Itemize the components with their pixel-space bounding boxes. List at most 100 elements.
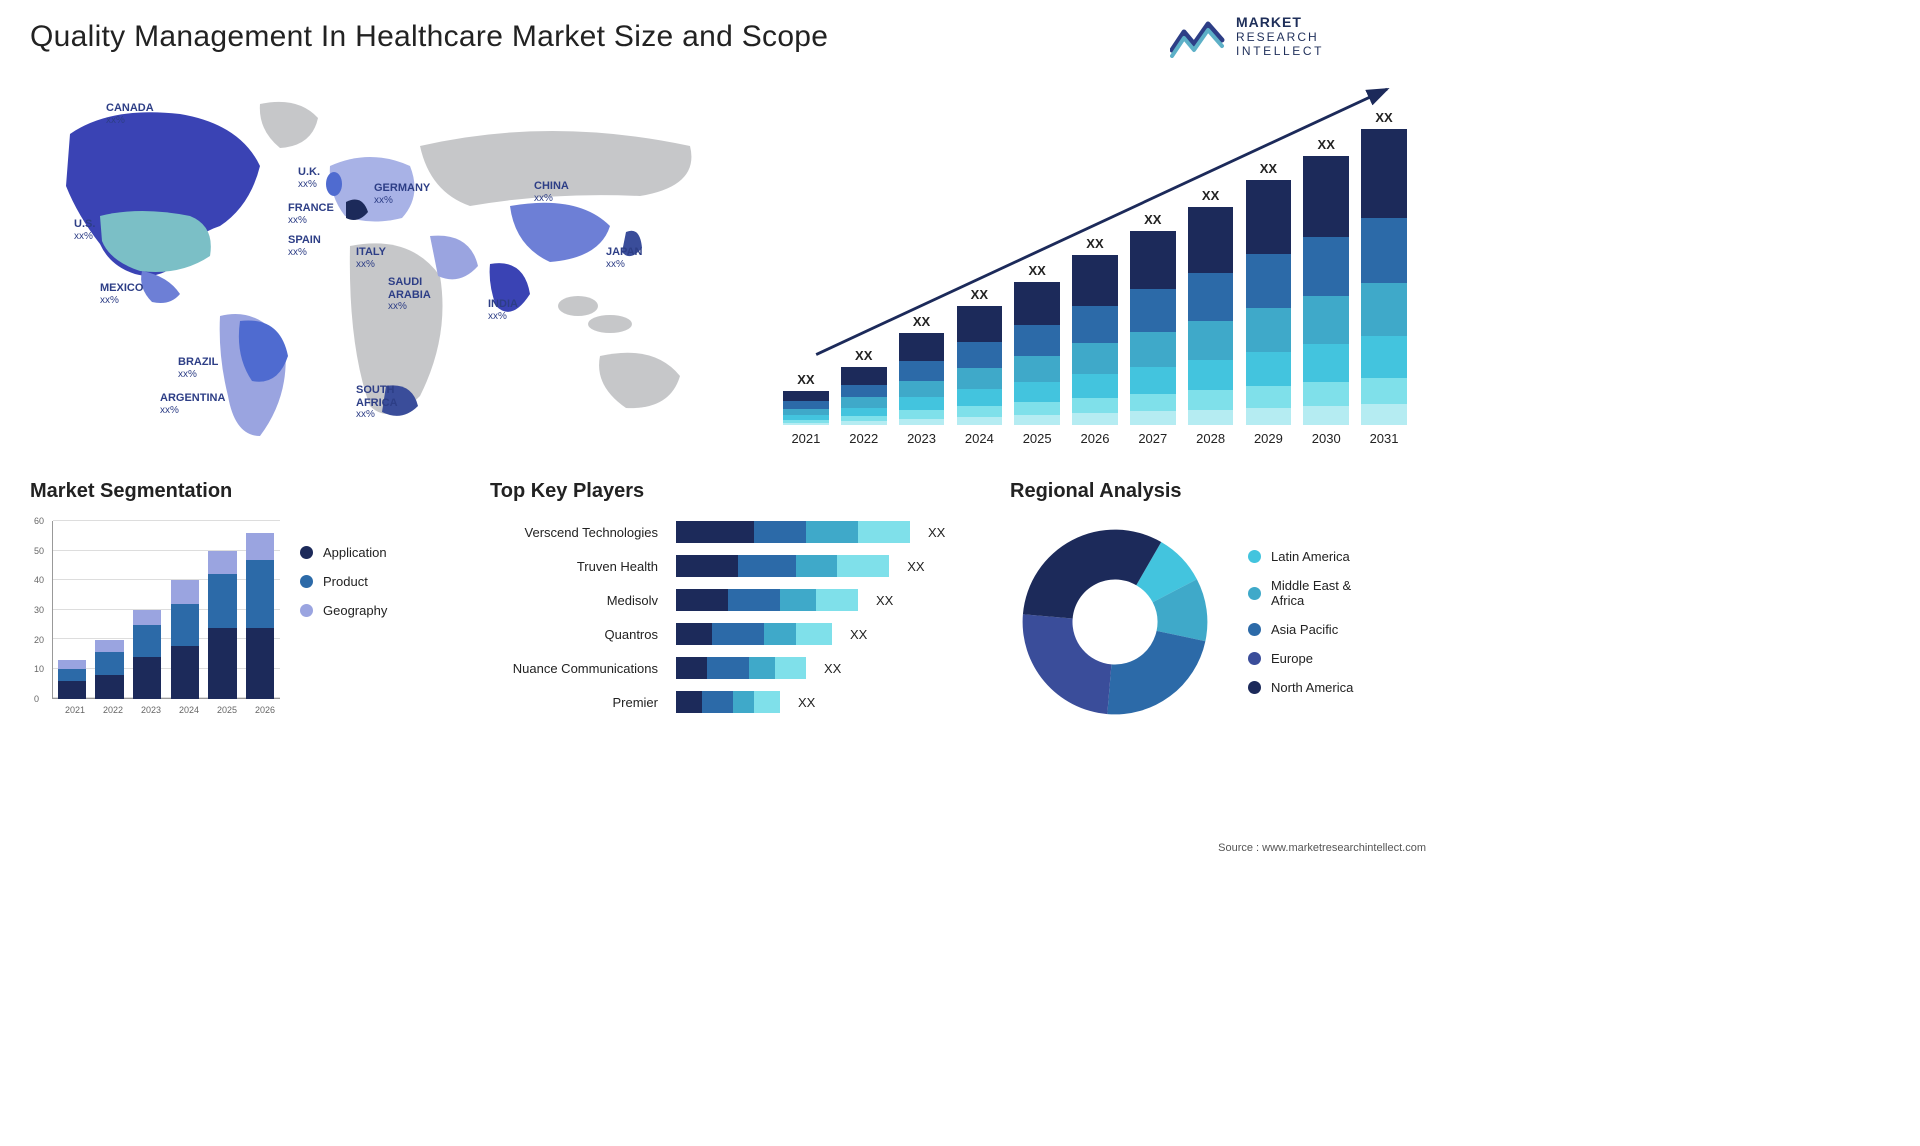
legend-label: Product [323,574,368,589]
bottom-row: Market Segmentation 01020304050602021202… [30,480,1410,727]
player-row: MedisolvXX [490,585,980,615]
logo-line-2: RESEARCH [1236,31,1324,43]
logo-line-1: MARKET [1236,15,1324,29]
seg-ytick: 10 [34,664,44,674]
legend-dot-icon [300,604,313,617]
player-label: Verscend Technologies [490,525,666,540]
top-row: CANADAxx%U.S.xx%MEXICOxx%BRAZILxx%ARGENT… [30,66,1410,456]
player-value: XX [824,661,841,676]
map-label-saudi-arabia: SAUDIARABIAxx% [388,276,431,313]
legend-label: Geography [323,603,387,618]
growth-col-2022: XX2022 [838,106,890,446]
growth-bar [957,306,1003,425]
growth-year-label: 2026 [1081,431,1110,446]
world-map-panel: CANADAxx%U.S.xx%MEXICOxx%BRAZILxx%ARGENT… [30,66,730,456]
growth-col-2024: XX 2024 [953,106,1005,446]
growth-bar [841,367,887,425]
map-label-u-s-: U.S.xx% [74,218,95,242]
regional-donut [1010,517,1220,727]
legend-label: Asia Pacific [1271,622,1338,637]
growth-bar [1303,156,1349,425]
growth-col-2027: XX 2027 [1127,106,1179,446]
growth-bar [783,391,829,425]
player-row: Nuance Communications XX [490,653,980,683]
player-bar [676,589,858,611]
donut-slice [1023,530,1161,619]
player-row: QuantrosXX [490,619,980,649]
seg-col-2025 [207,521,239,699]
player-value: XX [850,627,867,642]
seg-xtick: 2021 [65,705,85,715]
seg-ytick: 60 [34,516,44,526]
source-text: Source : www.marketresearchintellect.com [1218,842,1426,854]
growth-value-label: XX [1375,110,1392,125]
growth-year-label: 2024 [965,431,994,446]
seg-legend-item: Product [300,574,387,589]
growth-col-2026: XX 2026 [1069,106,1121,446]
player-row: Verscend TechnologiesXX [490,517,980,547]
player-bar [676,691,780,713]
growth-bar [1188,207,1234,425]
logo-line-3: INTELLECT [1236,45,1324,57]
growth-value-label: XX [1202,188,1219,203]
seg-legend-item: Application [300,545,387,560]
growth-col-2023: XX2023 [896,106,948,446]
seg-ytick: 30 [34,605,44,615]
growth-value-label: XX [971,287,988,302]
seg-col-2022 [94,521,126,699]
seg-col-2026 [244,521,276,699]
seg-xtick: 2025 [217,705,237,715]
map-label-u-k-: U.K.xx% [298,166,320,190]
player-bar [676,623,832,645]
player-value: XX [798,695,815,710]
growth-chart: XX2021XX2022XX2023XX2024XX2025XX2026XX20… [760,66,1410,456]
player-label: Nuance Communications [490,661,666,676]
growth-year-label: 2027 [1138,431,1167,446]
seg-xtick: 2022 [103,705,123,715]
player-row: Truven HealthXX [490,551,980,581]
growth-bar [1014,282,1060,425]
growth-bar [1072,255,1118,425]
segmentation-title: Market Segmentation [30,480,460,503]
brand-logo: MARKET RESEARCH INTELLECT [1170,14,1410,58]
growth-value-label: XX [1318,137,1335,152]
map-label-south-africa: SOUTHAFRICAxx% [356,384,398,421]
player-bar [676,657,806,679]
player-value: XX [907,559,924,574]
growth-value-label: XX [855,348,872,363]
growth-year-label: 2029 [1254,431,1283,446]
seg-ytick: 40 [34,575,44,585]
region-legend-item: Europe [1248,651,1353,666]
growth-value-label: XX [1144,212,1161,227]
map-label-mexico: MEXICOxx% [100,282,143,306]
segmentation-panel: Market Segmentation 01020304050602021202… [30,480,460,727]
legend-dot-icon [1248,681,1261,694]
map-label-spain: SPAINxx% [288,234,321,258]
growth-col-2021: XX2021 [780,106,832,446]
player-bar [676,521,910,543]
regional-title: Regional Analysis [1010,480,1410,503]
segmentation-legend: Application Product Geography [300,517,387,717]
map-label-argentina: ARGENTINAxx% [160,392,225,416]
player-bar [676,555,889,577]
regional-legend: Latin AmericaMiddle East &AfricaAsia Pac… [1248,549,1353,695]
donut-slice [1107,631,1205,715]
map-label-china: CHINAxx% [534,180,569,204]
player-label: Premier [490,695,666,710]
legend-dot-icon [1248,652,1261,665]
legend-dot-icon [300,575,313,588]
seg-col-2023 [131,521,163,699]
growth-value-label: XX [1086,236,1103,251]
map-label-france: FRANCExx% [288,202,334,226]
growth-year-label: 2031 [1370,431,1399,446]
legend-label: Europe [1271,651,1313,666]
logo-mark-icon [1170,14,1226,58]
legend-dot-icon [300,546,313,559]
legend-dot-icon [1248,587,1261,600]
map-label-canada: CANADAxx% [106,102,154,126]
growth-year-label: 2021 [791,431,820,446]
growth-year-label: 2030 [1312,431,1341,446]
growth-col-2031: XX 2031 [1358,106,1410,446]
region-legend-item: North America [1248,680,1353,695]
growth-value-label: XX [913,314,930,329]
